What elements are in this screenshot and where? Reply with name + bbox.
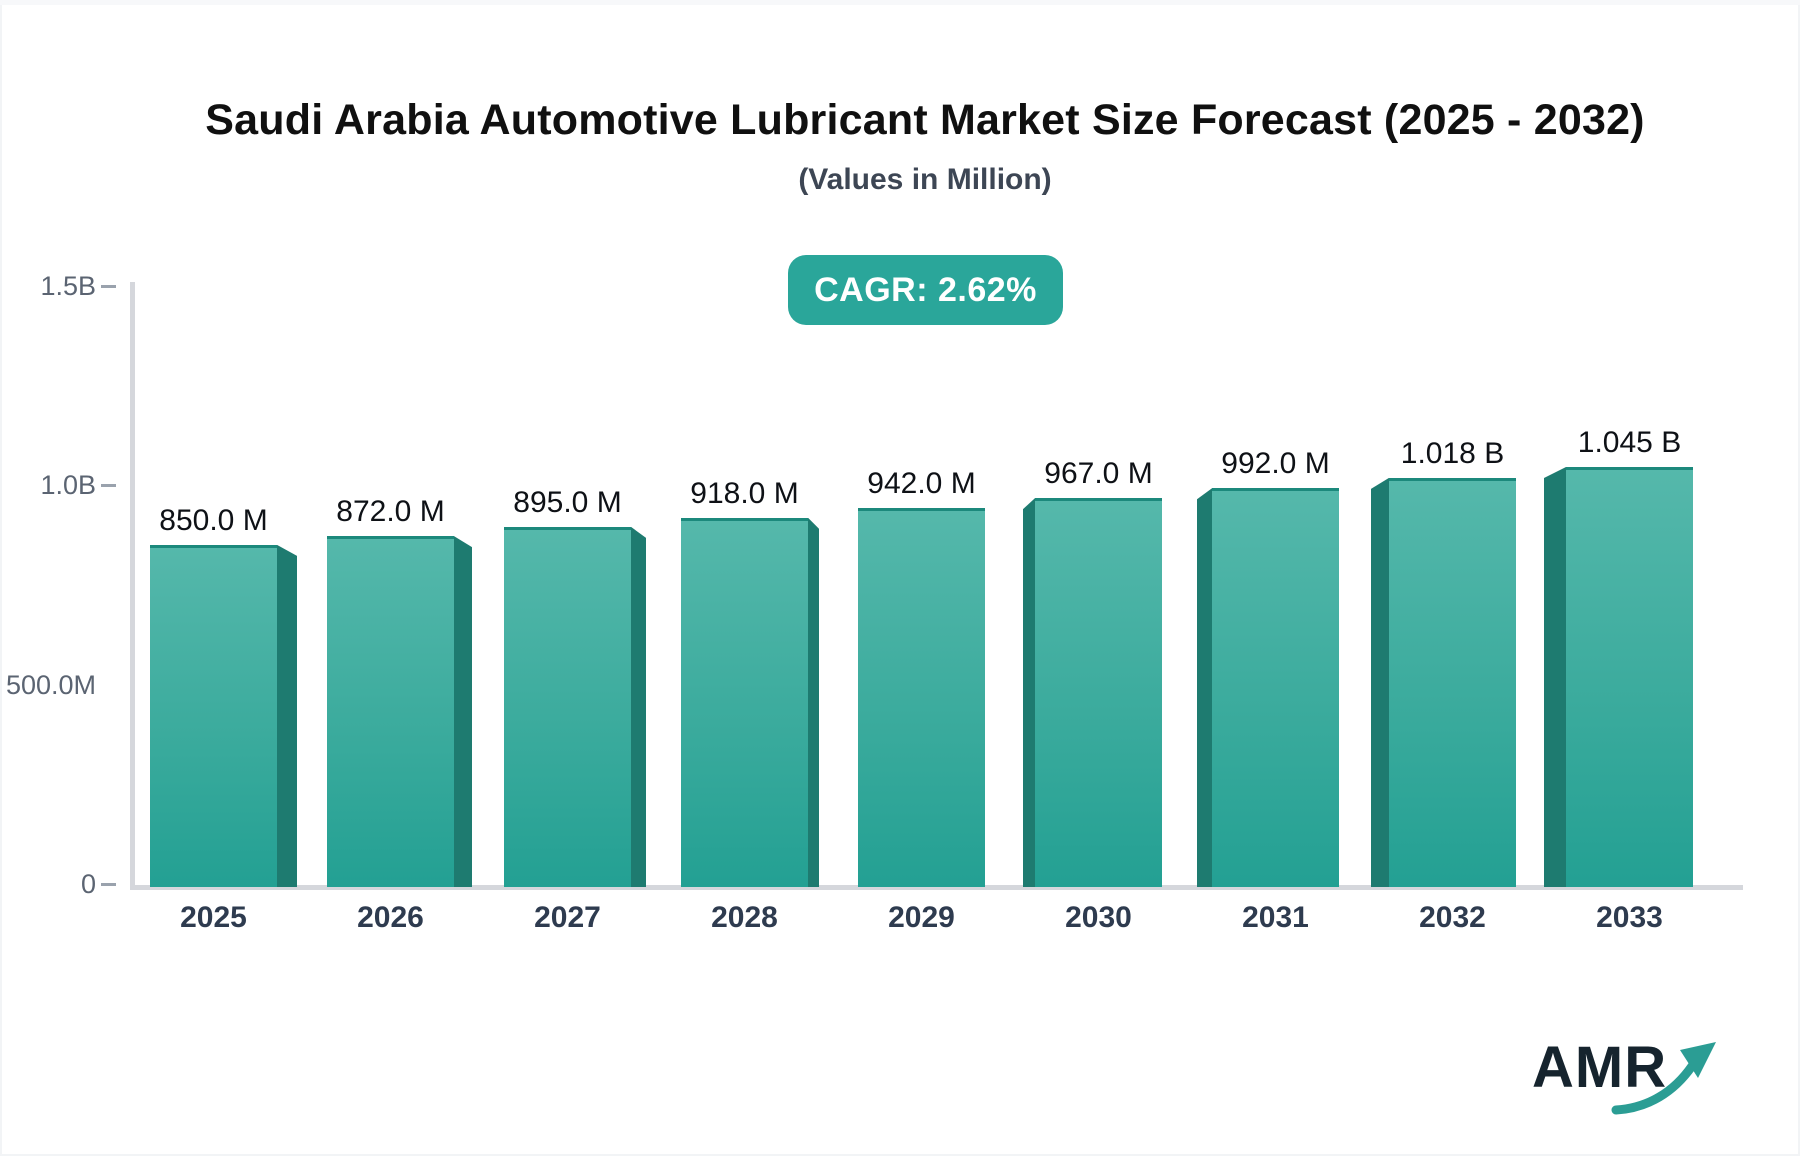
bar-value-label: 918.0 M: [690, 476, 799, 510]
bar: [327, 536, 454, 887]
y-axis-label: 1.0B: [40, 470, 96, 500]
bar: [681, 517, 808, 887]
bar-value-label: 850.0 M: [159, 503, 268, 537]
x-axis-label: 2033: [1596, 901, 1663, 934]
y-axis-tick-mark: [101, 883, 116, 886]
bar: [1389, 477, 1516, 887]
x-axis-label: 2025: [180, 901, 247, 934]
x-axis-label: 2029: [888, 901, 955, 934]
x-axis-label: 2027: [534, 901, 601, 934]
chart-title: Saudi Arabia Automotive Lubricant Market…: [205, 96, 1645, 144]
bar-side-face: [808, 517, 819, 887]
y-axis-label: 500.0M: [5, 669, 96, 700]
bar-value-label: 942.0 M: [867, 467, 976, 501]
chart-header: Saudi Arabia Automotive Lubricant Market…: [25, 96, 1800, 197]
y-axis-label: 0: [80, 869, 96, 899]
bar-side-face: [454, 536, 472, 887]
x-axis-label: 2032: [1419, 901, 1486, 934]
bar-side-face: [1023, 498, 1035, 887]
bar-side-face: [1544, 467, 1566, 887]
bar: [1566, 467, 1693, 887]
y-axis-label: 1.5B: [40, 270, 96, 301]
x-axis-label: 2028: [711, 901, 778, 934]
bar: [150, 544, 277, 887]
bar-value-label: 992.0 M: [1221, 447, 1330, 481]
x-axis-label: 2031: [1242, 901, 1309, 934]
bar-value-label: 967.0 M: [1044, 457, 1153, 491]
bar-side-face: [631, 526, 646, 887]
y-axis-tick-mark: [101, 284, 116, 288]
x-axis-line: [130, 885, 1743, 890]
canvas-top-edge: [0, 0, 1800, 5]
amr-logo: AMR: [1520, 1028, 1730, 1128]
x-axis-label: 2030: [1065, 901, 1132, 934]
y-axis-tick-mark: [101, 484, 116, 487]
logo-text: AMR: [1532, 1035, 1668, 1100]
y-axis-line: [130, 282, 135, 890]
cagr-badge: CAGR: 2.62%: [788, 255, 1063, 325]
bar: [1035, 498, 1162, 887]
bar-value-label: 1.018 B: [1400, 436, 1505, 470]
bar-value-label: 895.0 M: [513, 485, 622, 519]
growth-arrow-icon: [1611, 1042, 1716, 1115]
bar: [858, 508, 985, 887]
bar-value-label: 1.045 B: [1577, 426, 1682, 460]
x-axis-label: 2026: [357, 901, 424, 934]
bar-side-face: [1371, 477, 1389, 887]
chart-subtitle: (Values in Million): [798, 163, 1052, 196]
bar-side-face: [1197, 488, 1212, 887]
bar-side-face: [277, 544, 297, 887]
bar-value-label: 872.0 M: [336, 495, 445, 529]
bar: [504, 526, 631, 887]
bar: [1212, 488, 1339, 887]
